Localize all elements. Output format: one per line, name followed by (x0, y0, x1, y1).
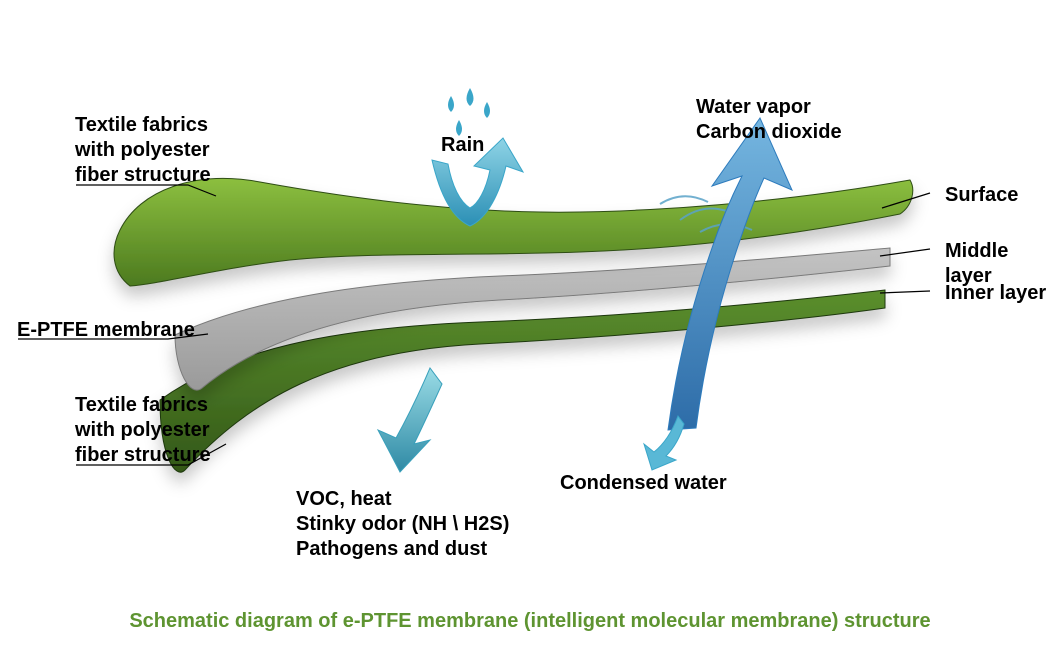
diagram-caption: Schematic diagram of e-PTFE membrane (in… (0, 610, 1060, 633)
voc-arrow-icon (378, 368, 442, 472)
label-eptfe: E-PTFE membrane (17, 318, 195, 343)
condensed-arrow-icon (644, 416, 684, 470)
label-condensed: Condensed water (560, 471, 727, 496)
label-inner-layer: Inner layer (945, 281, 1046, 306)
label-surface: Surface (945, 183, 1018, 208)
label-voc: VOC, heat Stinky odor (NH \ H2S) Pathoge… (296, 487, 509, 562)
label-top-textile: Textile fabrics with polyester fiber str… (75, 113, 211, 188)
label-rain: Rain (441, 133, 484, 158)
label-vapor: Water vapor Carbon dioxide (696, 95, 842, 145)
label-bottom-textile: Textile fabrics with polyester fiber str… (75, 393, 211, 468)
diagram-stage: Rain Water vapor Carbon dioxide Surface … (0, 0, 1060, 664)
rain-drops-icon (448, 88, 490, 136)
